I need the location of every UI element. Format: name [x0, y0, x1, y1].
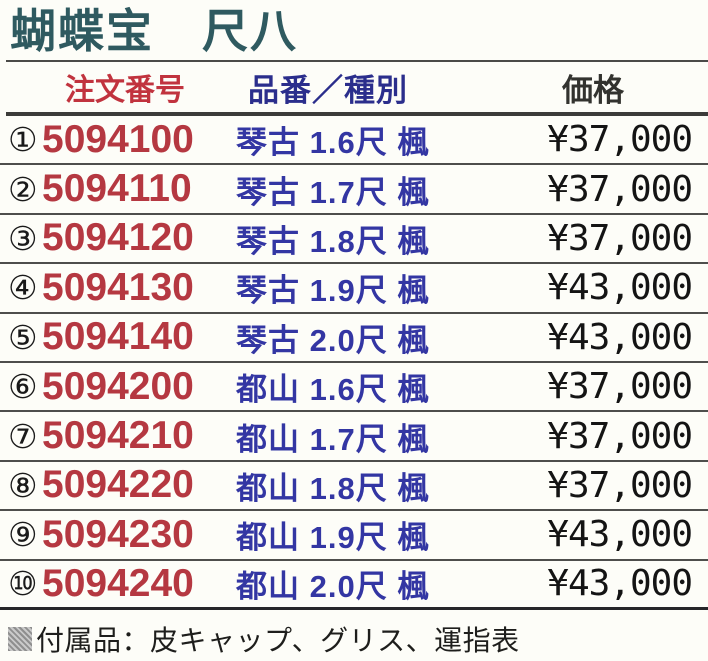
- row-index-badge: ③: [8, 219, 38, 257]
- order-number: 5094210: [42, 414, 194, 458]
- price-value: ¥37,000: [547, 168, 693, 210]
- header-divider: [6, 112, 708, 116]
- row-index-badge: ⑦: [8, 417, 38, 455]
- product-type: 琴古 1.9尺 楓: [236, 273, 430, 309]
- product-type: 都山 1.9尺 楓: [236, 520, 430, 556]
- order-number: 5094100: [42, 117, 194, 161]
- table-row: ② 5094110 琴古 1.7尺 楓 ¥37,000: [0, 165, 708, 215]
- order-number: 5094120: [42, 216, 194, 260]
- row-index-badge: ④: [8, 269, 38, 307]
- header-product-type: 品番／種別: [248, 72, 408, 108]
- table-header-row: 注文番号 品番／種別 価格: [0, 62, 708, 112]
- price-value: ¥43,000: [547, 316, 693, 358]
- footer-note: 付属品：皮キャップ、グリス、運指表: [36, 624, 520, 656]
- header-price: 価格: [562, 72, 624, 108]
- order-number: 5094130: [42, 265, 194, 309]
- table-rows: ① 5094100 琴古 1.6尺 楓 ¥37,000 ② 5094110 琴古…: [0, 116, 708, 610]
- order-number: 5094220: [42, 463, 194, 507]
- price-value: ¥37,000: [547, 415, 693, 457]
- row-index-badge: ②: [8, 170, 38, 208]
- table-row: ⑦ 5094210 都山 1.7尺 楓 ¥37,000: [0, 412, 708, 462]
- table-row: ⑥ 5094200 都山 1.6尺 楓 ¥37,000: [0, 363, 708, 413]
- price-value: ¥43,000: [547, 267, 693, 309]
- title-divider: [6, 60, 708, 62]
- table-row: ④ 5094130 琴古 1.9尺 楓 ¥43,000: [0, 264, 708, 314]
- order-number: 5094230: [42, 512, 194, 556]
- product-type: 都山 1.6尺 楓: [236, 372, 430, 408]
- row-index-badge: ①: [8, 121, 38, 159]
- price-value: ¥43,000: [547, 563, 693, 605]
- order-number: 5094140: [42, 315, 194, 359]
- price-value: ¥43,000: [547, 514, 693, 556]
- price-value: ¥37,000: [547, 366, 693, 408]
- product-type: 琴古 1.6尺 楓: [236, 125, 430, 161]
- row-index-badge: ⑧: [8, 466, 38, 504]
- row-index-badge: ⑩: [8, 565, 38, 603]
- product-type: 都山 1.8尺 楓: [236, 470, 430, 506]
- price-value: ¥37,000: [547, 217, 693, 259]
- price-value: ¥37,000: [547, 464, 693, 506]
- price-value: ¥37,000: [547, 119, 693, 161]
- table-row: ⑧ 5094220 都山 1.8尺 楓 ¥37,000: [0, 462, 708, 512]
- order-number: 5094110: [42, 167, 192, 211]
- order-number: 5094240: [42, 561, 194, 605]
- product-type: 琴古 2.0尺 楓: [236, 322, 430, 358]
- footer-note-row: 付属品：皮キャップ、グリス、運指表: [0, 619, 708, 659]
- table-row: ⑨ 5094230 都山 1.9尺 楓 ¥43,000: [0, 511, 708, 561]
- product-type: 琴古 1.7尺 楓: [236, 174, 430, 210]
- row-index-badge: ⑨: [8, 516, 38, 554]
- hatched-square-icon: [8, 626, 32, 651]
- product-type: 都山 1.7尺 楓: [236, 421, 430, 457]
- row-index-badge: ⑤: [8, 318, 38, 356]
- table-row: ③ 5094120 琴古 1.8尺 楓 ¥37,000: [0, 215, 708, 265]
- table-row: ① 5094100 琴古 1.6尺 楓 ¥37,000: [0, 116, 708, 166]
- page-title: 蝴蝶宝 尺八: [10, 5, 298, 57]
- product-type: 都山 2.0尺 楓: [236, 569, 430, 605]
- order-number: 5094200: [42, 364, 194, 408]
- header-order-number: 注文番号: [65, 74, 185, 107]
- table-row: ⑩ 5094240 都山 2.0尺 楓 ¥43,000: [0, 561, 708, 610]
- table-row: ⑤ 5094140 琴古 2.0尺 楓 ¥43,000: [0, 314, 708, 363]
- product-type: 琴古 1.8尺 楓: [236, 223, 430, 259]
- row-index-badge: ⑥: [8, 368, 38, 406]
